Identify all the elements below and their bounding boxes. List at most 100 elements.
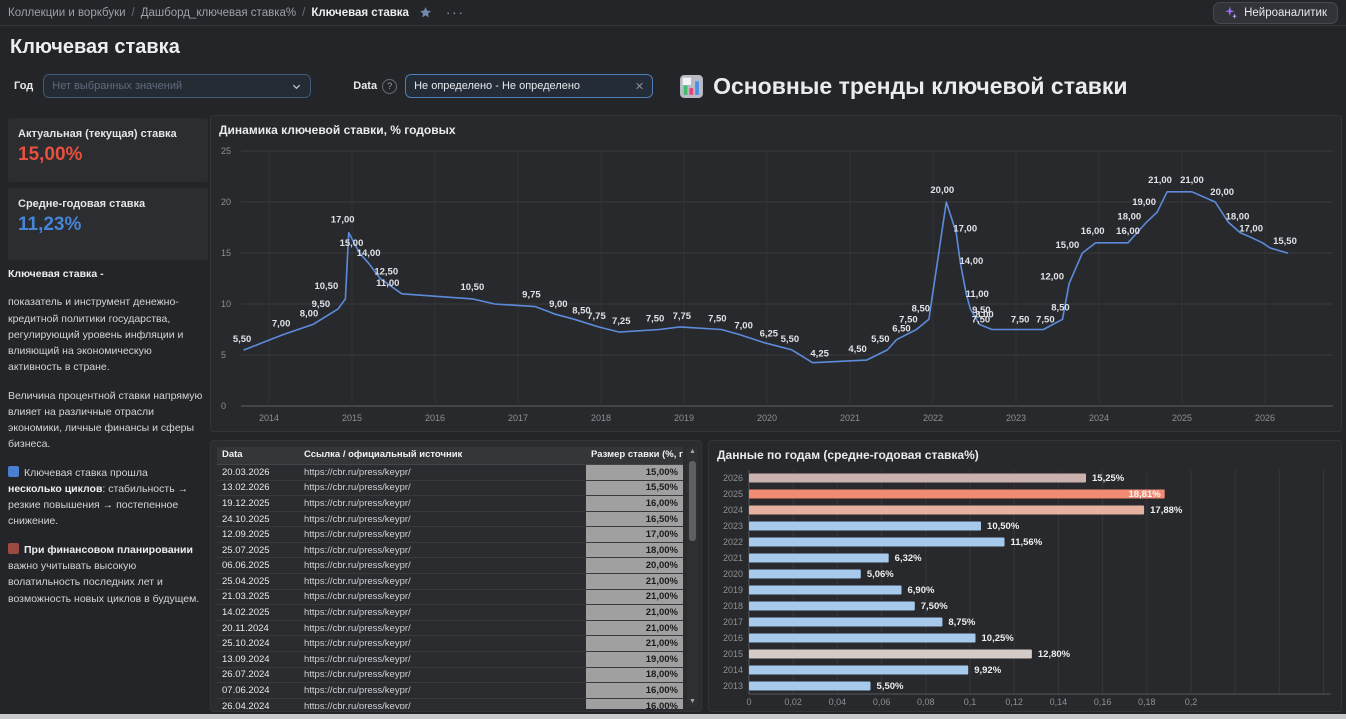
svg-text:4,25: 4,25 [810, 349, 829, 360]
scrollbar-thumb[interactable] [689, 461, 696, 541]
svg-text:2014: 2014 [723, 665, 743, 675]
breadcrumb-collections[interactable]: Коллекции и воркбуки [8, 6, 126, 19]
table-scrollbar[interactable]: ▲ ▼ [687, 447, 698, 707]
help-icon[interactable]: ? [382, 78, 398, 94]
svg-text:2025: 2025 [1172, 413, 1192, 423]
svg-text:5,06%: 5,06% [867, 569, 894, 580]
svg-text:0,18: 0,18 [1138, 697, 1156, 707]
cell-date: 13.09.2024 [222, 653, 270, 665]
svg-text:2026: 2026 [723, 473, 743, 483]
cell-source-link[interactable]: https://cbr.ru/press/keypr/ [304, 575, 411, 587]
svg-text:17,00: 17,00 [953, 224, 977, 235]
svg-text:0,06: 0,06 [873, 697, 891, 707]
svg-text:2017: 2017 [723, 617, 743, 627]
svg-text:16,00: 16,00 [1116, 226, 1140, 237]
table-row: 13.02.2026 https://cbr.ru/press/keypr/15,… [217, 480, 683, 497]
cell-source-link[interactable]: https://cbr.ru/press/keypr/ [304, 653, 411, 665]
cell-date: 14.02.2025 [222, 607, 270, 619]
cell-source-link[interactable]: https://cbr.ru/press/keypr/ [304, 482, 411, 494]
average-rate-card: Средне-годовая ставка 11,23% [8, 188, 208, 260]
svg-text:4,50: 4,50 [848, 344, 867, 355]
table-row: 07.06.2024 https://cbr.ru/press/keypr/16,… [217, 683, 683, 699]
svg-text:15,00: 15,00 [1056, 240, 1080, 251]
cell-source-link[interactable]: https://cbr.ru/press/keypr/ [304, 591, 411, 603]
data-filter-value: Не определено - Не определено [414, 80, 581, 92]
chart-mini-icon [8, 465, 19, 477]
more-menu-icon[interactable]: ··· [445, 5, 465, 20]
cell-source-link[interactable]: https://cbr.ru/press/keypr/ [304, 622, 411, 634]
table-row: 26.07.2024 https://cbr.ru/press/keypr/18,… [217, 667, 683, 684]
breadcrumb-workbook[interactable]: Дашборд_ключевая ставка% [140, 6, 297, 19]
svg-text:9,92%: 9,92% [974, 665, 1001, 676]
line-chart-panel: Динамика ключевой ставки, % годовых 0 5 10… [210, 115, 1342, 432]
cell-source-link[interactable]: https://cbr.ru/press/keypr/ [304, 607, 411, 619]
favorite-star-icon[interactable] [419, 6, 432, 19]
breadcrumb-dashboard[interactable]: Ключевая ставка [311, 6, 409, 19]
year-filter-select[interactable]: Нет выбранных значений [43, 74, 312, 98]
svg-text:6,50: 6,50 [892, 324, 911, 335]
table-row: 21.03.2025 https://cbr.ru/press/keypr/21,… [217, 589, 683, 606]
cell-source-link[interactable]: https://cbr.ru/press/keypr/ [304, 700, 411, 709]
cell-date: 06.06.2025 [222, 560, 270, 572]
cell-rate: 21,00% [586, 589, 683, 605]
svg-text:10: 10 [221, 299, 231, 309]
svg-text:14,00: 14,00 [959, 256, 983, 267]
svg-text:2023: 2023 [723, 521, 743, 531]
average-rate-value: 11,23% [18, 214, 82, 235]
cell-source-link[interactable]: https://cbr.ru/press/keypr/ [304, 544, 411, 556]
table-header: Data Ссылка / официальный источник Разме… [217, 447, 683, 465]
col-header-rate: Размер ставки (%, годовых) [591, 449, 683, 460]
svg-text:0: 0 [746, 697, 751, 707]
cell-source-link[interactable]: https://cbr.ru/press/keypr/ [304, 513, 411, 525]
scroll-down-icon[interactable]: ▼ [689, 698, 696, 705]
year-filter-label: Год [14, 80, 34, 92]
cell-date: 24.10.2025 [222, 513, 270, 525]
cell-rate: 21,00% [586, 574, 683, 589]
svg-text:7,75: 7,75 [587, 311, 606, 322]
cell-rate: 19,00% [586, 652, 683, 667]
clear-filter-icon[interactable]: ✕ [634, 80, 645, 93]
cell-source-link[interactable]: https://cbr.ru/press/keypr/ [304, 560, 411, 572]
scroll-up-icon[interactable]: ▲ [689, 448, 696, 455]
svg-text:15,25%: 15,25% [1092, 473, 1125, 484]
table-row: 25.10.2024 https://cbr.ru/press/keypr/21,… [217, 636, 683, 653]
cell-date: 19.12.2025 [222, 497, 270, 509]
svg-text:7,50%: 7,50% [921, 601, 948, 612]
cell-source-link[interactable]: https://cbr.ru/press/keypr/ [304, 685, 411, 697]
svg-text:18,00: 18,00 [1117, 211, 1141, 222]
table-row: 12.09.2025 https://cbr.ru/press/keypr/17,… [217, 527, 683, 543]
rate-table-panel: Data Ссылка / официальный источник Разме… [210, 440, 702, 712]
horizontal-scrollbar[interactable] [0, 714, 1346, 719]
svg-text:0,04: 0,04 [829, 697, 847, 707]
bar-chart-plot[interactable]: 0 0,02 0,04 0,06 0,08 0,1 0,12 0,14 0,16 0,18 0,2 2… [717, 467, 1335, 709]
svg-text:7,50: 7,50 [1011, 315, 1030, 326]
cell-rate: 21,00% [586, 636, 683, 652]
svg-text:16,00: 16,00 [1081, 226, 1105, 237]
svg-text:8,75%: 8,75% [948, 617, 975, 628]
table-row: 20.03.2026 https://cbr.ru/press/keypr/15,… [217, 464, 683, 481]
svg-text:9,50: 9,50 [972, 305, 991, 316]
cell-source-link[interactable]: https://cbr.ru/press/keypr/ [304, 669, 411, 681]
svg-text:2024: 2024 [1089, 413, 1109, 423]
chevron-down-icon [293, 84, 301, 89]
svg-text:10,25%: 10,25% [982, 633, 1015, 644]
svg-text:10,50: 10,50 [314, 281, 338, 292]
data-filter-input[interactable]: Не определено - Не определено ✕ [405, 74, 654, 98]
cell-source-link[interactable]: https://cbr.ru/press/keypr/ [304, 497, 411, 509]
svg-text:5: 5 [221, 350, 226, 360]
cell-source-link[interactable]: https://cbr.ru/press/keypr/ [304, 529, 411, 541]
svg-text:2017: 2017 [508, 413, 528, 423]
svg-text:7,50: 7,50 [646, 314, 665, 325]
svg-text:21,00: 21,00 [1180, 175, 1204, 186]
cell-date: 25.07.2025 [222, 544, 270, 556]
cell-source-link[interactable]: https://cbr.ru/press/keypr/ [304, 466, 411, 478]
svg-text:17,88%: 17,88% [1150, 505, 1183, 516]
svg-text:11,00: 11,00 [376, 278, 399, 289]
assistant-button[interactable]: Нейроаналитик [1213, 1, 1338, 24]
svg-text:2016: 2016 [425, 413, 445, 423]
svg-text:20,00: 20,00 [1210, 187, 1234, 198]
cell-source-link[interactable]: https://cbr.ru/press/keypr/ [304, 638, 411, 650]
data-filter-label: Data [353, 80, 378, 92]
